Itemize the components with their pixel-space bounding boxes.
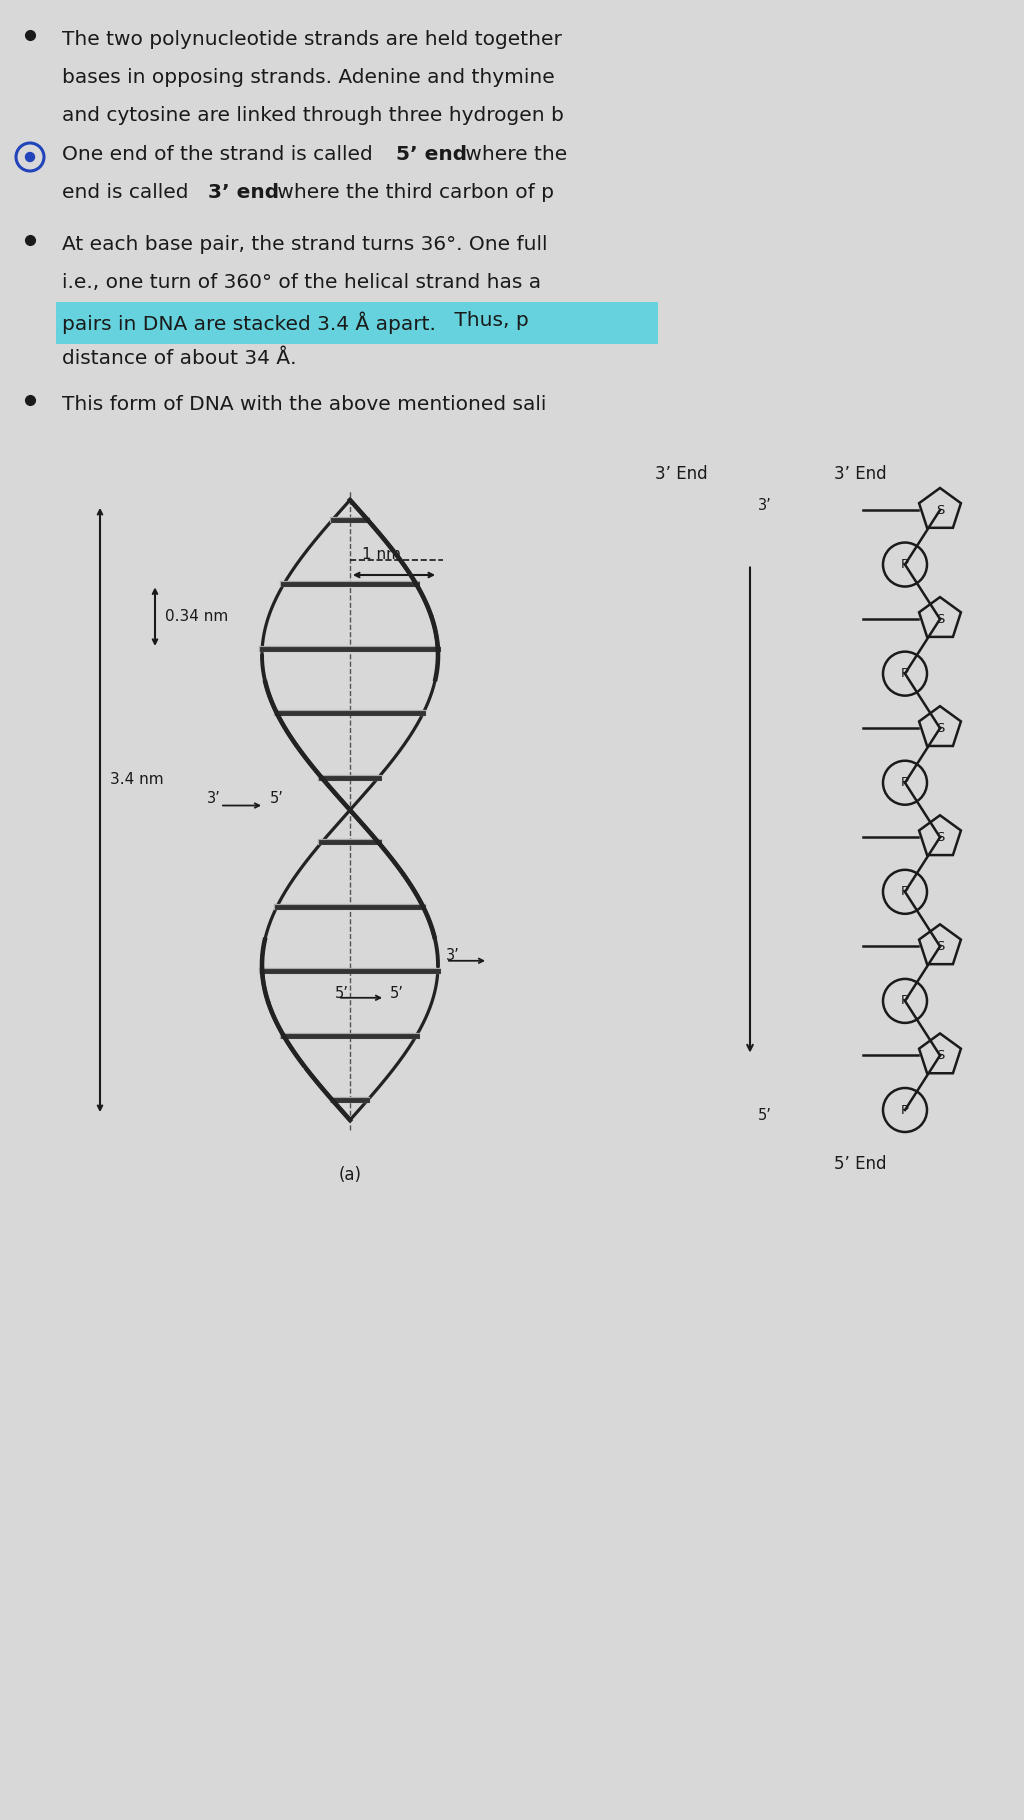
Text: 5’: 5’ [335, 986, 349, 1001]
Text: This form of DNA with the above mentioned sali: This form of DNA with the above mentione… [62, 395, 547, 413]
Text: and cytosine are linked through three hydrogen b: and cytosine are linked through three hy… [62, 106, 564, 126]
Text: 5’ end: 5’ end [396, 146, 467, 164]
Text: where the third carbon of p: where the third carbon of p [270, 184, 554, 202]
Text: end is called: end is called [62, 184, 195, 202]
FancyBboxPatch shape [56, 302, 658, 344]
Text: 3’: 3’ [758, 497, 772, 513]
Text: 5’: 5’ [270, 792, 284, 806]
Text: One end of the strand is called: One end of the strand is called [62, 146, 379, 164]
Text: P: P [901, 885, 909, 899]
Text: distance of about 34 Å.: distance of about 34 Å. [62, 349, 297, 368]
Text: P: P [901, 559, 909, 571]
Text: P: P [901, 668, 909, 681]
Text: 3’: 3’ [446, 948, 460, 963]
Text: 3’ End: 3’ End [655, 464, 708, 482]
Text: S: S [936, 830, 944, 844]
Text: 5’ End: 5’ End [834, 1156, 886, 1174]
Text: S: S [936, 939, 944, 954]
Text: At each base pair, the strand turns 36°. One full: At each base pair, the strand turns 36°.… [62, 235, 548, 255]
Text: P: P [901, 1103, 909, 1116]
Text: The two polynucleotide strands are held together: The two polynucleotide strands are held … [62, 29, 562, 49]
Text: P: P [901, 775, 909, 790]
Text: pairs in DNA are stacked 3.4 Å apart.: pairs in DNA are stacked 3.4 Å apart. [62, 311, 436, 333]
Text: S: S [936, 1048, 944, 1061]
Text: 1 nm: 1 nm [362, 548, 401, 562]
Text: S: S [936, 504, 944, 517]
Text: P: P [901, 994, 909, 1008]
Text: bases in opposing strands. Adenine and thymine: bases in opposing strands. Adenine and t… [62, 67, 555, 87]
Text: (a): (a) [339, 1167, 361, 1185]
Text: where the: where the [459, 146, 567, 164]
Text: 3’ end: 3’ end [208, 184, 280, 202]
Text: 5’: 5’ [758, 1108, 772, 1123]
Text: i.e., one turn of 360° of the helical strand has a: i.e., one turn of 360° of the helical st… [62, 273, 541, 291]
Text: S: S [936, 723, 944, 735]
Text: 3.4 nm: 3.4 nm [110, 772, 164, 788]
Text: S: S [936, 613, 944, 626]
Text: 3’ End: 3’ End [834, 464, 887, 482]
Text: 3’: 3’ [207, 792, 221, 806]
Text: 5’: 5’ [390, 986, 403, 1001]
Text: Thus, p: Thus, p [449, 311, 529, 329]
Circle shape [26, 153, 35, 162]
Text: 0.34 nm: 0.34 nm [165, 610, 228, 624]
